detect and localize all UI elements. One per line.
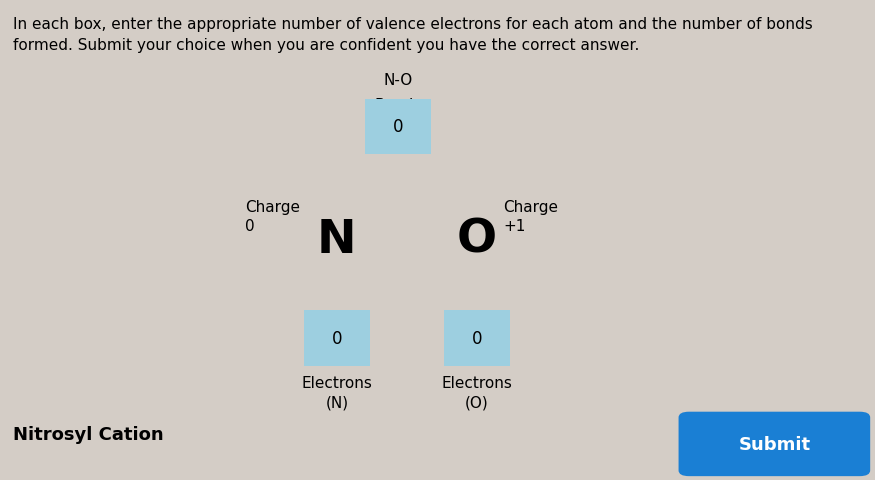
FancyBboxPatch shape — [444, 311, 509, 366]
Text: 0: 0 — [472, 329, 482, 348]
Text: O: O — [457, 217, 497, 263]
Text: N: N — [317, 217, 357, 263]
FancyBboxPatch shape — [304, 311, 370, 366]
Text: N-O: N-O — [383, 72, 413, 87]
Text: Electrons: Electrons — [442, 375, 513, 391]
Text: Charge: Charge — [245, 199, 300, 214]
Text: (O): (O) — [465, 395, 489, 410]
FancyBboxPatch shape — [366, 100, 431, 155]
Text: (N): (N) — [326, 395, 348, 410]
Text: 0: 0 — [245, 218, 255, 233]
Text: Electrons: Electrons — [301, 375, 373, 391]
Text: 0: 0 — [332, 329, 342, 348]
Text: Submit: Submit — [738, 435, 810, 453]
FancyBboxPatch shape — [679, 412, 870, 476]
Text: Nitrosyl Cation: Nitrosyl Cation — [13, 425, 164, 444]
Text: Charge: Charge — [503, 199, 558, 214]
Text: 0: 0 — [393, 118, 403, 136]
Text: In each box, enter the appropriate number of valence electrons for each atom and: In each box, enter the appropriate numbe… — [13, 17, 813, 32]
Text: Bonds: Bonds — [374, 98, 422, 113]
Text: +1: +1 — [503, 218, 526, 233]
Text: formed. Submit your choice when you are confident you have the correct answer.: formed. Submit your choice when you are … — [13, 38, 640, 53]
